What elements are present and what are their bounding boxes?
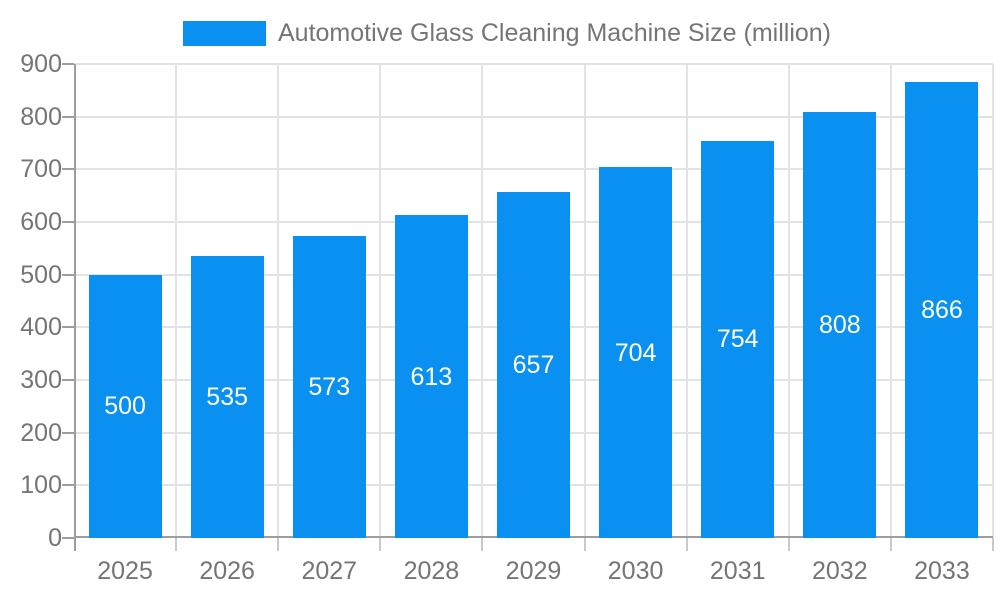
chart-legend[interactable]: Automotive Glass Cleaning Machine Size (… — [183, 19, 831, 47]
x-gridline — [175, 64, 178, 538]
x-axis-tick — [787, 538, 790, 551]
bar-2032[interactable] — [803, 112, 877, 538]
x-axis-label: 2033 — [914, 557, 970, 585]
x-gridline — [992, 64, 994, 538]
x-axis-label: 2029 — [505, 557, 562, 585]
x-gridline — [277, 64, 280, 538]
x-axis-label: 2031 — [709, 557, 766, 585]
y-axis-tick — [62, 115, 74, 118]
bar-2028[interactable] — [394, 215, 468, 538]
bar-2025[interactable] — [88, 274, 162, 538]
x-axis-tick — [583, 538, 586, 551]
x-axis-label: 2030 — [607, 557, 664, 585]
bar-value-label: 535 — [206, 383, 249, 412]
x-gridline — [889, 64, 892, 538]
bar-2030[interactable] — [599, 167, 673, 538]
x-axis-tick — [685, 538, 688, 551]
y-axis-label: 700 — [20, 155, 62, 184]
y-axis-tick — [62, 431, 74, 434]
x-gridline — [379, 64, 382, 538]
bar-value-label: 866 — [921, 295, 963, 324]
bar-value-label: 500 — [104, 392, 146, 421]
y-gridline — [74, 63, 993, 65]
x-gridline — [787, 64, 790, 538]
y-gridline — [74, 115, 993, 118]
x-axis-tick — [992, 538, 994, 551]
y-axis-label: 900 — [20, 50, 62, 78]
y-axis-label: 500 — [20, 260, 62, 289]
bar-value-label: 704 — [614, 338, 657, 367]
y-axis-label: 400 — [20, 313, 62, 342]
bar-2029[interactable] — [497, 191, 570, 538]
x-axis-label: 2032 — [812, 557, 868, 585]
bar-value-label: 808 — [818, 311, 861, 340]
y-axis-line — [74, 64, 76, 551]
y-axis-label: 0 — [48, 524, 62, 552]
y-axis-label: 600 — [20, 208, 62, 236]
x-gridline — [481, 64, 484, 538]
x-gridline — [583, 64, 586, 538]
y-axis-label: 300 — [20, 366, 62, 394]
x-axis-label: 2027 — [301, 557, 358, 585]
legend-label: Automotive Glass Cleaning Machine Size (… — [278, 19, 832, 47]
x-axis-tick — [379, 538, 382, 551]
bar-value-label: 754 — [716, 325, 759, 354]
bar-2027[interactable] — [292, 236, 366, 538]
x-axis-tick — [175, 538, 178, 551]
y-axis-label: 100 — [20, 471, 62, 500]
y-axis-tick — [62, 326, 74, 329]
y-gridline — [74, 168, 993, 171]
x-axis-label: 2025 — [97, 557, 153, 585]
y-axis-label: 800 — [20, 102, 62, 131]
y-axis-tick — [62, 484, 74, 487]
legend-swatch — [183, 20, 266, 46]
y-axis-tick — [62, 221, 74, 223]
bar-value-label: 657 — [512, 350, 555, 379]
bar-value-label: 573 — [308, 373, 351, 402]
bar-2033[interactable] — [905, 81, 979, 538]
y-axis-tick — [62, 273, 74, 276]
bar-value-label: 613 — [410, 362, 453, 391]
x-axis-label: 2026 — [199, 557, 255, 585]
y-axis-tick — [62, 537, 74, 539]
y-axis-label: 200 — [20, 418, 62, 447]
x-axis-label: 2028 — [403, 557, 460, 585]
y-axis-tick — [62, 379, 74, 381]
y-axis-tick — [62, 63, 74, 65]
x-axis-tick — [481, 538, 484, 551]
bar-2026[interactable] — [190, 256, 264, 538]
x-axis-tick — [277, 538, 280, 551]
x-axis-tick — [889, 538, 892, 551]
y-axis-tick — [62, 168, 74, 171]
bar-2031[interactable] — [701, 140, 775, 538]
x-gridline — [685, 64, 688, 538]
plot-area: 500 535 573 613 657 704 754 808 866 — [62, 63, 994, 551]
